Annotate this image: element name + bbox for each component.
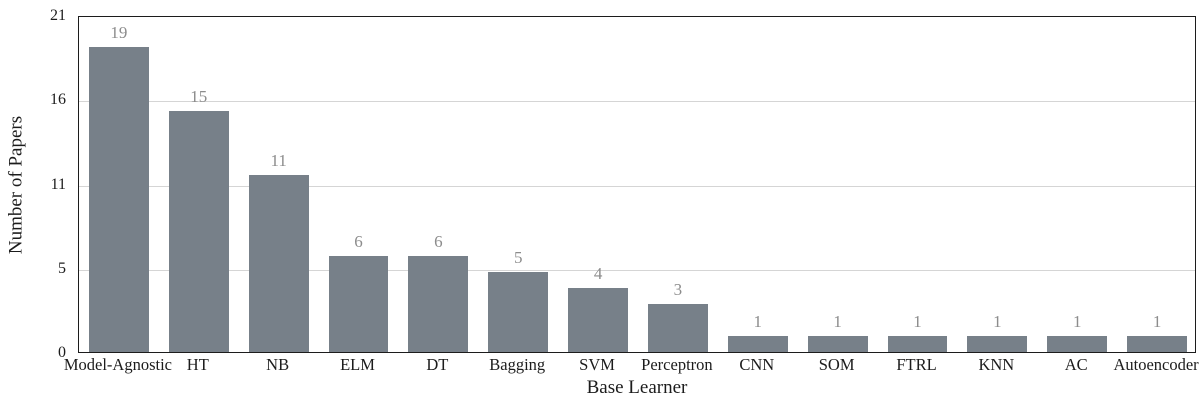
bar-value-label: 3 [673, 279, 683, 299]
bar [727, 335, 788, 352]
bar-value-label: 6 [354, 231, 363, 251]
x-tick-label: DT [426, 355, 449, 374]
bar [488, 271, 549, 352]
x-tick-label: SVM [579, 355, 615, 374]
bar [807, 335, 868, 352]
gridline [79, 269, 1195, 271]
bar-value-label: 1 [993, 311, 1002, 331]
x-tick-label: HT [186, 355, 209, 374]
bar-value-label: 1 [833, 311, 842, 331]
y-tick-label: 11 [50, 175, 66, 193]
plot-area: 19 15 11 6 6 5 4 3 1 1 1 1 1 1 [78, 16, 1196, 353]
bar [248, 175, 309, 352]
bar-value-label: 15 [190, 87, 208, 107]
x-tick-label: Model-Agnostic [63, 355, 172, 374]
x-tick-label: Bagging [489, 355, 546, 374]
bar-value-label: 19 [110, 23, 128, 43]
x-tick-label: FTRL [896, 355, 937, 374]
bar [1127, 335, 1188, 352]
bar-value-label: 4 [593, 263, 603, 283]
x-tick-label: KNN [978, 355, 1015, 374]
gridline [79, 185, 1195, 187]
bar-value-label: 1 [753, 311, 763, 331]
bar [328, 255, 389, 352]
gridline [79, 101, 1195, 103]
x-tick-label: SOM [818, 355, 855, 374]
bar [1047, 335, 1108, 352]
bar-value-label: 6 [434, 231, 443, 251]
bar [408, 255, 469, 352]
bar-value-label: 1 [913, 311, 922, 331]
x-tick-label: CNN [739, 355, 775, 374]
x-tick-label: ELM [340, 355, 375, 374]
bar-value-label: 1 [1152, 311, 1162, 331]
x-tick-label: Autoencoder [1113, 355, 1199, 374]
bar-value-label: 11 [270, 151, 287, 171]
bar [168, 111, 229, 352]
bar [568, 287, 629, 352]
x-tick-label: NB [266, 355, 290, 374]
bar [88, 47, 149, 352]
x-tick-label: AC [1064, 355, 1088, 374]
bar [967, 335, 1028, 352]
bar [647, 303, 708, 352]
x-tick-label: Perceptron [641, 355, 713, 374]
y-tick-label: 0 [58, 344, 66, 361]
y-tick-label: 16 [50, 91, 66, 109]
y-tick-label: 5 [58, 259, 66, 277]
bar-value-label: 5 [513, 247, 523, 267]
bar-value-label: 1 [1072, 311, 1082, 331]
x-axis-label: Base Learner [586, 377, 688, 398]
bar [887, 335, 948, 352]
y-tick-label: 21 [50, 7, 66, 24]
